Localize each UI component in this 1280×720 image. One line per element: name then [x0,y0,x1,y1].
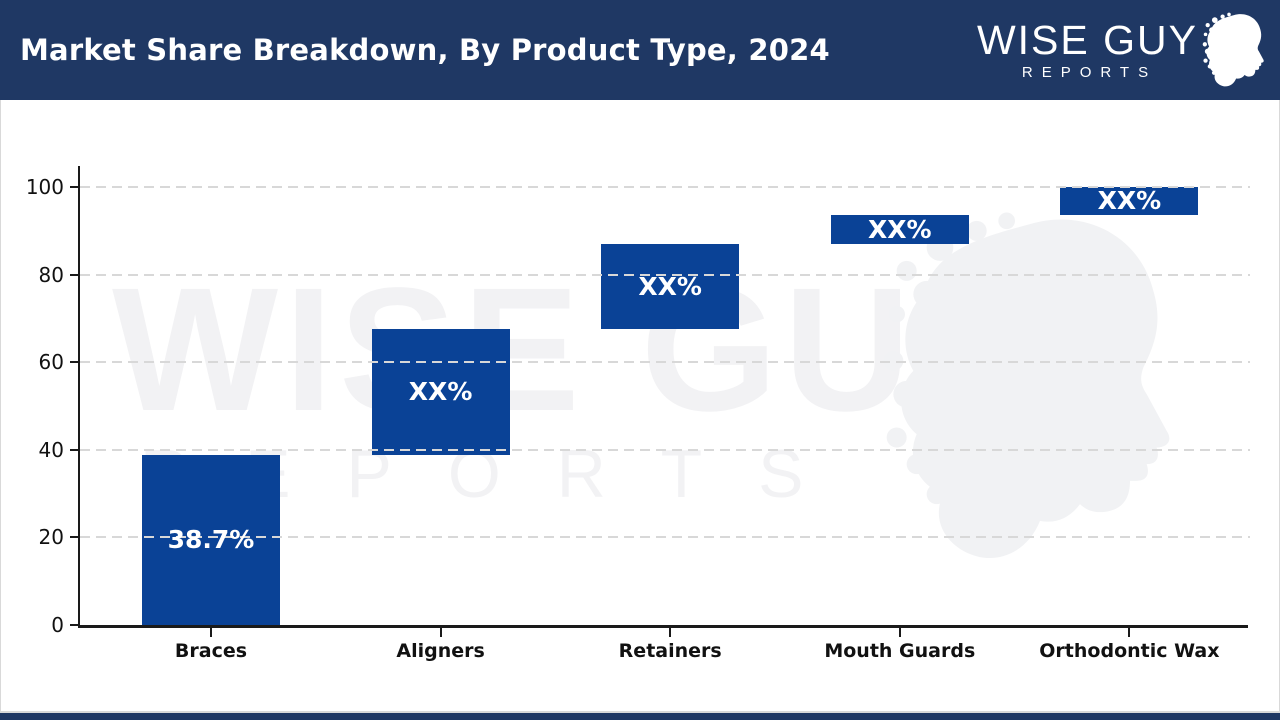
watermark-brand-text: WISE GUY [112,252,1041,448]
brand-name: WISE GUY [976,16,1198,63]
gridline [80,186,1250,188]
brand-subname: REPORTS [1021,63,1158,81]
y-tick-label: 60 [38,350,64,375]
brand-logo: WISE GUY REPORTS [977,8,1280,92]
footer-accent-bar [0,711,1280,720]
y-tick-mark [70,624,80,626]
y-tick-mark [70,186,80,188]
brand-logo-text: WISE GUY REPORTS [976,16,1198,81]
y-axis-line [78,166,80,628]
x-category-label-aligners: Aligners [396,640,485,662]
bar-retainers [601,243,740,330]
x-category-label-braces: Braces [174,640,248,662]
gridline [80,536,1250,539]
y-tick-mark [70,536,80,539]
y-tick-label: 0 [51,613,64,637]
bar-braces [142,455,280,625]
bar-label-orthodontic-wax: XX% [1097,186,1162,216]
y-tick-label: 100 [25,175,64,199]
y-tick-label: 40 [38,437,64,462]
x-tick-mark [439,628,442,637]
bar-label-retainers: XX% [638,271,702,301]
page-title: Market Share Breakdown, By Product Type,… [20,33,830,67]
y-tick-mark [70,448,80,451]
y-tick-mark [70,361,80,364]
x-tick-mark [898,628,901,637]
gridline [80,273,1250,276]
y-tick-label: 20 [38,525,64,550]
x-category-label-mouth-guards: Mouth Guards [824,640,976,662]
watermark-head-icon [883,212,1170,559]
x-axis-line [78,625,1248,628]
x-tick-mark [1128,628,1131,637]
header: Market Share Breakdown, By Product Type,… [0,0,1280,100]
x-tick-mark [210,628,212,637]
x-tick-mark [669,628,672,637]
bar-label-mouth-guards: XX% [867,214,932,244]
bar-aligners [371,329,510,456]
bar-mouth-guards [830,215,969,244]
gridline [80,448,1250,451]
gridline [80,361,1250,364]
x-category-label-retainers: Retainers [618,640,722,662]
x-category-label-orthodontic-wax: Orthodontic Wax [1039,640,1220,662]
bar-label-aligners: XX% [408,377,473,407]
head-profile-icon [1202,12,1264,87]
bar-orthodontic-wax [1060,187,1199,216]
bar-label-braces: 38.7% [167,525,255,555]
y-tick-label: 80 [38,262,64,287]
y-tick-mark [70,273,80,276]
